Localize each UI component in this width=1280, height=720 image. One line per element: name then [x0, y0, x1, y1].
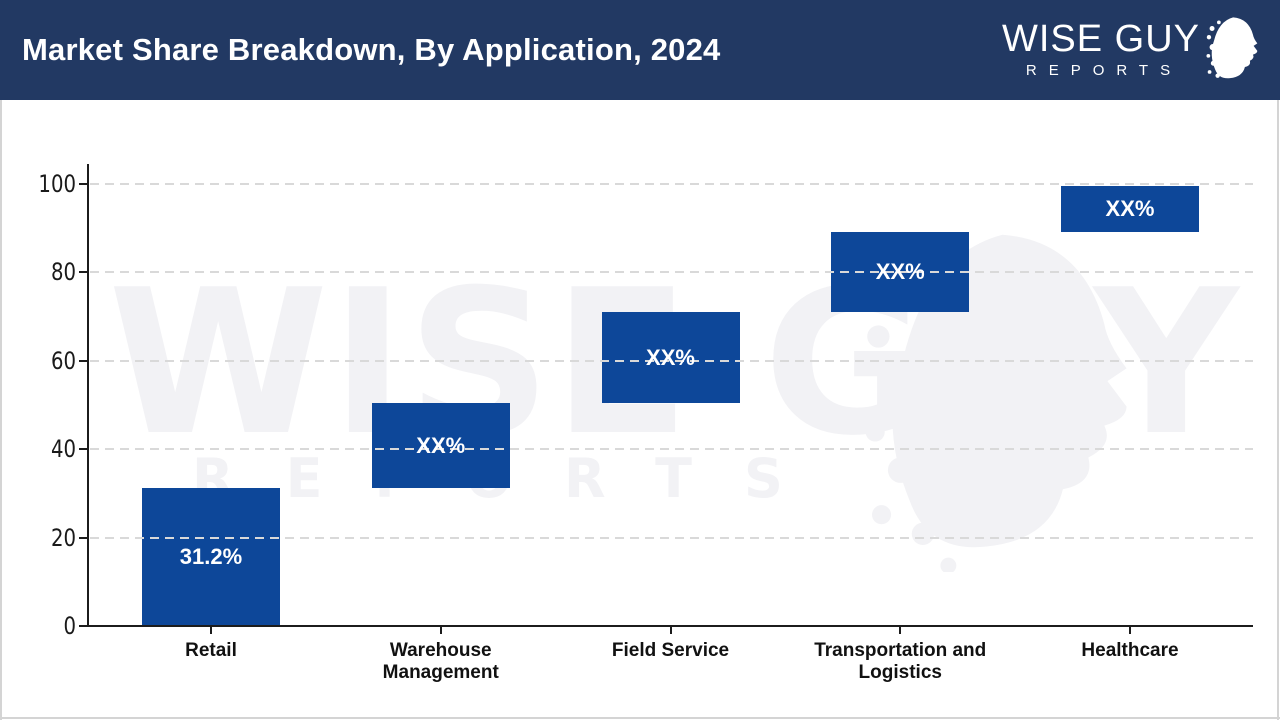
x-tick-mark [210, 627, 212, 634]
brand-logo-text: WISE GUY REPORTS [1001, 18, 1200, 79]
bar-warehouse-management [371, 403, 510, 489]
gridline-y-20 [90, 536, 1253, 539]
page-border-right [1277, 100, 1279, 720]
bar-retail [142, 488, 280, 626]
x-tick-mark [1129, 627, 1131, 634]
y-tick-label: 40 [50, 435, 76, 464]
gridline-y-40 [90, 448, 1253, 451]
header-bar: Market Share Breakdown, By Application, … [0, 0, 1280, 100]
bar-value-label: XX% [416, 432, 466, 458]
watermark-text-reports: REPORTS [192, 447, 835, 510]
y-tick-mark [79, 448, 87, 451]
brand-dotted-head-icon [1206, 17, 1258, 79]
gridline-y-100 [90, 183, 1253, 185]
y-tick-label: 60 [50, 346, 76, 375]
y-tick-label: 100 [38, 170, 76, 198]
x-tick-mark [439, 627, 442, 634]
gridline-y-60 [90, 359, 1253, 362]
page-title: Market Share Breakdown, By Application, … [22, 32, 721, 67]
page-border-bottom [0, 717, 1280, 719]
bar-value-label: XX% [875, 258, 925, 284]
y-tick-mark [79, 359, 87, 362]
y-tick-mark [79, 625, 87, 627]
bar-value-label: XX% [646, 344, 695, 370]
x-category-label: Field Service [611, 640, 730, 661]
y-tick-mark [79, 536, 87, 539]
y-tick-mark [79, 271, 87, 274]
x-axis-spine [87, 625, 1253, 627]
gridline-y-80 [90, 271, 1253, 274]
bar-healthcare [1061, 186, 1199, 232]
bar-value-label: XX% [1105, 195, 1155, 221]
page-border-left [0, 100, 2, 720]
y-tick-label: 0 [63, 612, 76, 640]
brand-logo: WISE GUY REPORTS [1002, 6, 1266, 92]
x-category-label: Transportation and Logistics [814, 640, 987, 683]
brand-name: WISE GUY [1001, 18, 1200, 61]
y-axis-spine [87, 164, 89, 627]
x-category-label: Healthcare [1081, 640, 1179, 661]
y-tick-label: 20 [50, 523, 76, 552]
x-category-label: Retail [185, 640, 237, 661]
y-tick-label: 80 [50, 258, 76, 287]
x-tick-mark [899, 627, 902, 634]
x-category-label: Warehouse Management [382, 640, 499, 683]
bar-value-label: 31.2% [179, 544, 243, 570]
brand-subname: REPORTS [1025, 61, 1183, 79]
bar-field-service [601, 312, 740, 404]
y-tick-mark [79, 183, 87, 185]
x-tick-mark [669, 627, 672, 634]
